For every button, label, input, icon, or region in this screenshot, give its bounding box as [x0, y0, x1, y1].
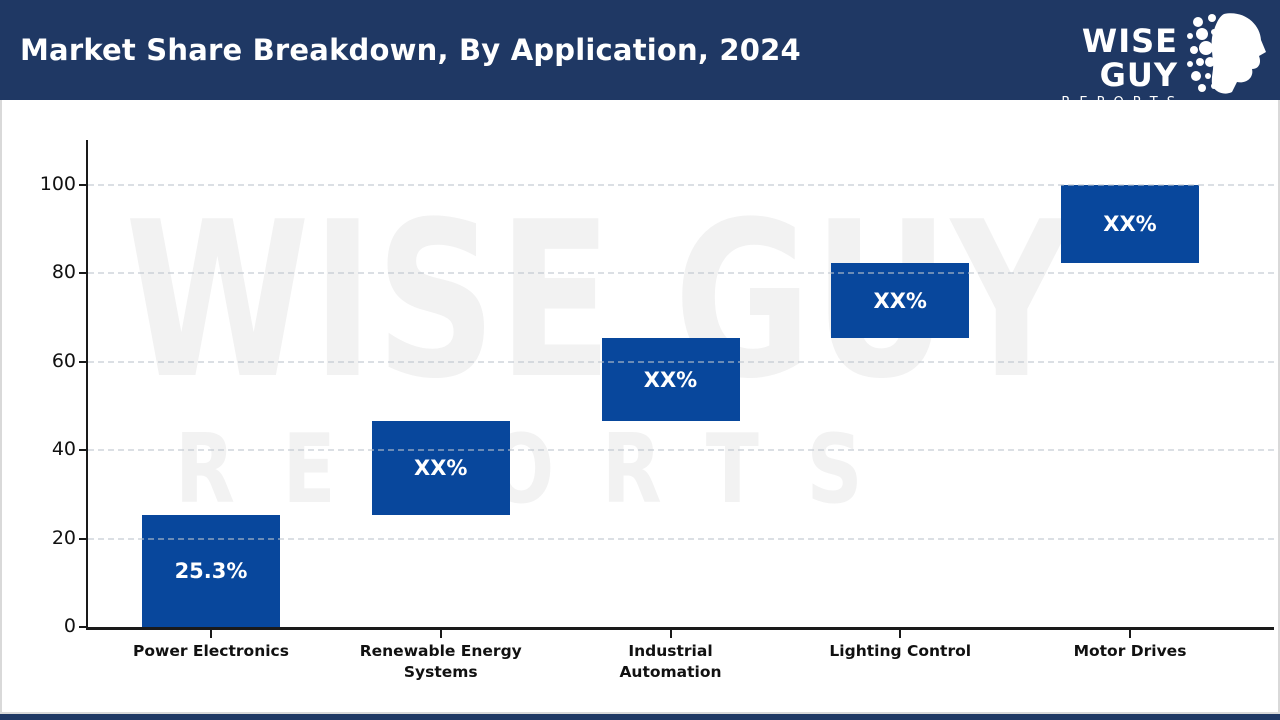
- x-tick-0: [210, 630, 212, 638]
- brand-face-icon: [1187, 13, 1266, 94]
- y-tick-80: [79, 272, 88, 275]
- header-bar: Market Share Breakdown, By Application, …: [0, 0, 1280, 110]
- x-axis-line: [86, 627, 1274, 630]
- bar-industrial-automation: [601, 338, 740, 422]
- page-title: Market Share Breakdown, By Application, …: [20, 33, 801, 67]
- x-category-label: Power Electronics: [133, 642, 289, 660]
- bar-value-label: 25.3%: [174, 559, 248, 584]
- y-tick-label-60: 60: [51, 349, 76, 372]
- y-tick-label-40: 40: [51, 438, 76, 461]
- bar-power-electronics: [142, 515, 280, 627]
- y-tick-100: [79, 184, 88, 186]
- bar-value-label: XX%: [873, 288, 927, 313]
- brand-logo-text: WISE GUY REPORTS: [1016, 24, 1178, 110]
- brand-name: WISE GUY: [1081, 22, 1178, 94]
- x-tick-4: [1129, 630, 1131, 638]
- gridline-60: [88, 360, 1274, 363]
- x-category-label: Lighting Control: [829, 642, 972, 660]
- gridline-100: [88, 184, 1274, 186]
- y-tick-label-80: 80: [51, 261, 76, 284]
- y-tick-label-100: 100: [39, 173, 76, 195]
- gridline-80: [88, 272, 1274, 275]
- x-tick-2: [669, 630, 672, 638]
- x-tick-3: [899, 630, 902, 638]
- footer-strip: [0, 714, 1280, 720]
- y-axis-line: [86, 140, 88, 627]
- bar-value-label: XX%: [1103, 212, 1157, 237]
- brand-subname: REPORTS: [1061, 95, 1184, 110]
- x-category-label: Renewable Energy Systems: [359, 642, 522, 681]
- waterfall-chart: 0 20 40 60 80 100 25.3% Power Electronics XX% Ren…: [0, 100, 1280, 714]
- bar-renewable-energy-systems: [371, 421, 510, 516]
- y-tick-40: [79, 449, 88, 452]
- gridline-40: [88, 449, 1274, 452]
- brand-logo: WISE GUY REPORTS: [1016, 8, 1266, 110]
- y-tick-20: [79, 537, 88, 540]
- bar-value-label: XX%: [643, 367, 698, 392]
- x-category-label: Motor Drives: [1073, 642, 1187, 660]
- y-tick-60: [79, 360, 88, 363]
- bar-value-label: XX%: [414, 456, 468, 481]
- x-category-label: Industrial Automation: [619, 642, 722, 681]
- y-tick-label-0: 0: [63, 615, 76, 637]
- x-tick-1: [439, 630, 442, 638]
- y-tick-0: [79, 626, 88, 628]
- gridline-20: [88, 537, 1274, 540]
- y-tick-label-20: 20: [51, 526, 76, 549]
